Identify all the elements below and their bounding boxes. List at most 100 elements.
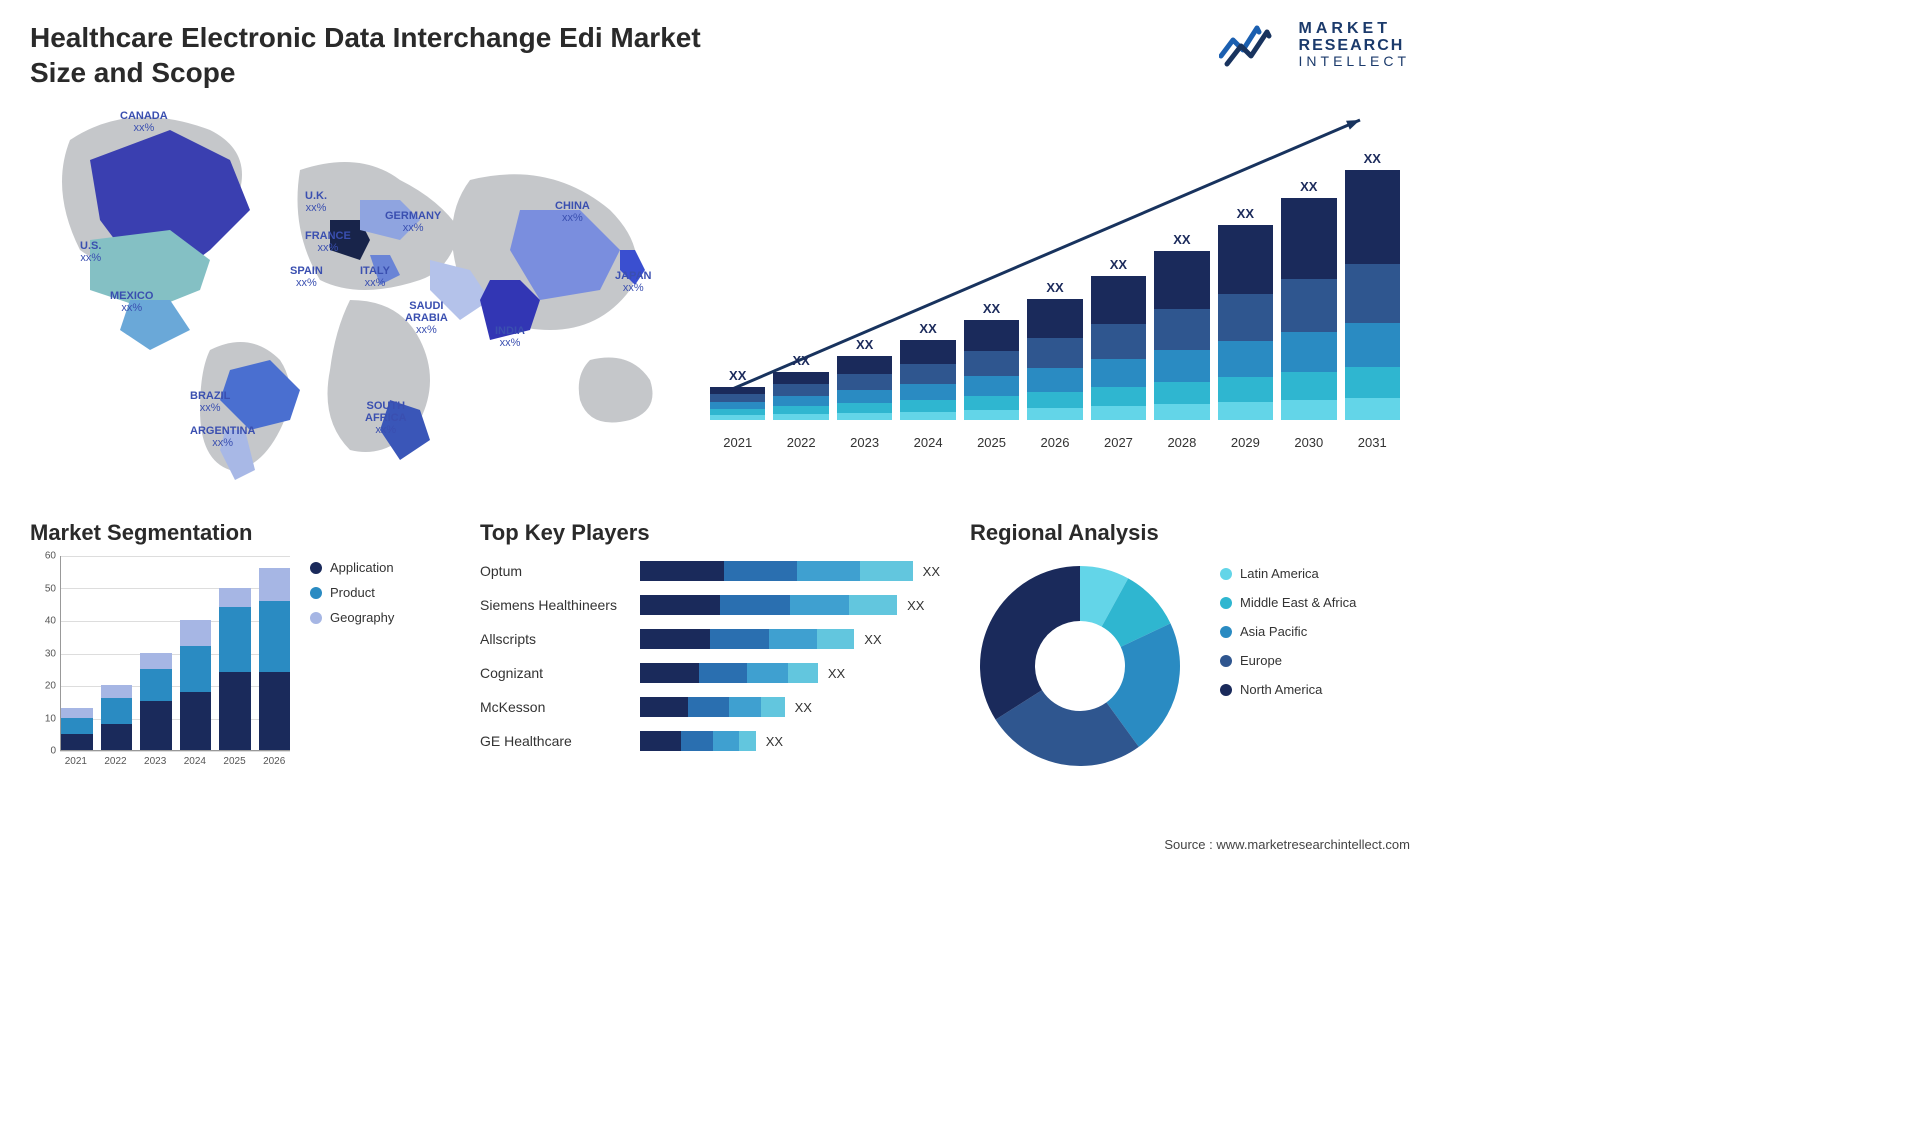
growth-bar: XX — [1281, 179, 1336, 420]
legend-item: North America — [1220, 682, 1356, 697]
map-label: U.S.xx% — [80, 240, 101, 264]
key-player-bar — [640, 561, 913, 581]
growth-bar-label: XX — [793, 353, 810, 368]
key-player-bar — [640, 629, 854, 649]
growth-xaxis-label: 2022 — [773, 435, 828, 450]
logo-icon — [1219, 20, 1289, 70]
seg-xaxis-label: 2023 — [139, 756, 171, 776]
growth-xaxis-label: 2031 — [1345, 435, 1400, 450]
map-label: SOUTHAFRICAxx% — [365, 400, 407, 436]
map-label: ARGENTINAxx% — [190, 425, 255, 449]
logo-line3: INTELLECT — [1299, 54, 1410, 69]
key-player-row: CognizantXX — [480, 658, 940, 688]
brand-logo: MARKET RESEARCH INTELLECT — [1219, 20, 1410, 70]
seg-ytick: 50 — [30, 583, 56, 594]
map-label: SAUDIARABIAxx% — [405, 300, 448, 336]
key-player-value: XX — [795, 700, 812, 715]
key-players-title: Top Key Players — [480, 520, 940, 546]
legend-label: Asia Pacific — [1240, 624, 1307, 639]
key-player-name: Allscripts — [480, 631, 640, 647]
segmentation-bar — [61, 556, 93, 750]
segmentation-bar — [140, 556, 172, 750]
growth-xaxis-label: 2023 — [837, 435, 892, 450]
growth-bar-label: XX — [983, 301, 1000, 316]
seg-xaxis-label: 2026 — [258, 756, 290, 776]
logo-line1: MARKET — [1299, 21, 1410, 38]
growth-bar-label: XX — [1364, 151, 1381, 166]
source-text: Source : www.marketresearchintellect.com — [1164, 837, 1410, 852]
growth-bar: XX — [964, 301, 1019, 420]
growth-xaxis-label: 2021 — [710, 435, 765, 450]
map-label: SPAINxx% — [290, 265, 323, 289]
key-player-value: XX — [766, 734, 783, 749]
legend-item: Product — [310, 585, 394, 600]
growth-bar: XX — [900, 321, 955, 420]
map-label: INDIAxx% — [495, 325, 525, 349]
legend-label: Europe — [1240, 653, 1282, 668]
growth-bar-label: XX — [856, 337, 873, 352]
segmentation-title: Market Segmentation — [30, 520, 290, 546]
growth-chart-panel: XXXXXXXXXXXXXXXXXXXXXX 20212022202320242… — [700, 100, 1410, 500]
seg-ytick: 40 — [30, 616, 56, 627]
regional-panel: Latin America Middle East & Africa Asia Pa… — [970, 556, 1410, 776]
legend-item: Latin America — [1220, 566, 1356, 581]
segmentation-panel: Market Segmentation 0102030405060 202120… — [30, 520, 450, 780]
legend-item: Application — [310, 560, 394, 575]
segmentation-bar — [259, 556, 291, 750]
growth-xaxis-label: 2027 — [1091, 435, 1146, 450]
key-player-row: Allscripts XX — [480, 624, 940, 654]
growth-xaxis-label: 2025 — [964, 435, 1019, 450]
growth-bar: XX — [1218, 206, 1273, 420]
map-label: CANADAxx% — [120, 110, 168, 134]
growth-bar-label: XX — [1173, 232, 1190, 247]
logo-line2: RESEARCH — [1299, 38, 1410, 55]
key-player-row: McKesson XX — [480, 692, 940, 722]
map-label: GERMANYxx% — [385, 210, 441, 234]
map-label: JAPANxx% — [615, 270, 651, 294]
segmentation-bar — [180, 556, 212, 750]
regional-donut-chart — [970, 556, 1190, 776]
segmentation-legend: Application Product Geography — [310, 520, 394, 780]
seg-ytick: 30 — [30, 648, 56, 659]
legend-label: Product — [330, 585, 375, 600]
growth-bar: XX — [710, 368, 765, 420]
growth-bar-label: XX — [1237, 206, 1254, 221]
key-player-value: XX — [923, 564, 940, 579]
key-player-bar — [640, 731, 756, 751]
seg-ytick: 10 — [30, 713, 56, 724]
key-player-value: XX — [864, 632, 881, 647]
seg-xaxis-label: 2025 — [219, 756, 251, 776]
regional-title: Regional Analysis — [970, 520, 1410, 546]
donut-slice — [980, 566, 1080, 720]
legend-label: Application — [330, 560, 394, 575]
legend-item: Asia Pacific — [1220, 624, 1356, 639]
seg-ytick: 60 — [30, 551, 56, 562]
legend-item: Geography — [310, 610, 394, 625]
key-player-value: XX — [907, 598, 924, 613]
key-player-bar — [640, 663, 818, 683]
legend-label: Middle East & Africa — [1240, 595, 1356, 610]
map-label: U.K.xx% — [305, 190, 327, 214]
growth-bar: XX — [1345, 151, 1400, 420]
growth-bar: XX — [1091, 257, 1146, 420]
map-label: CHINAxx% — [555, 200, 590, 224]
map-label: MEXICOxx% — [110, 290, 153, 314]
segmentation-bar — [101, 556, 133, 750]
key-player-name: McKesson — [480, 699, 640, 715]
growth-bar: XX — [1027, 280, 1082, 420]
seg-ytick: 0 — [30, 746, 56, 757]
map-label: BRAZILxx% — [190, 390, 230, 414]
growth-xaxis-label: 2024 — [900, 435, 955, 450]
segmentation-bar — [219, 556, 251, 750]
legend-label: North America — [1240, 682, 1322, 697]
legend-item: Europe — [1220, 653, 1356, 668]
legend-item: Middle East & Africa — [1220, 595, 1356, 610]
key-player-row: GE HealthcareXX — [480, 726, 940, 756]
growth-xaxis-label: 2030 — [1281, 435, 1336, 450]
key-players-panel: Top Key Players OptumXXSiemens Healthine… — [480, 520, 940, 780]
key-player-bar — [640, 595, 897, 615]
growth-bar-label: XX — [729, 368, 746, 383]
seg-xaxis-label: 2021 — [60, 756, 92, 776]
growth-xaxis-label: 2028 — [1154, 435, 1209, 450]
growth-bar: XX — [1154, 232, 1209, 420]
